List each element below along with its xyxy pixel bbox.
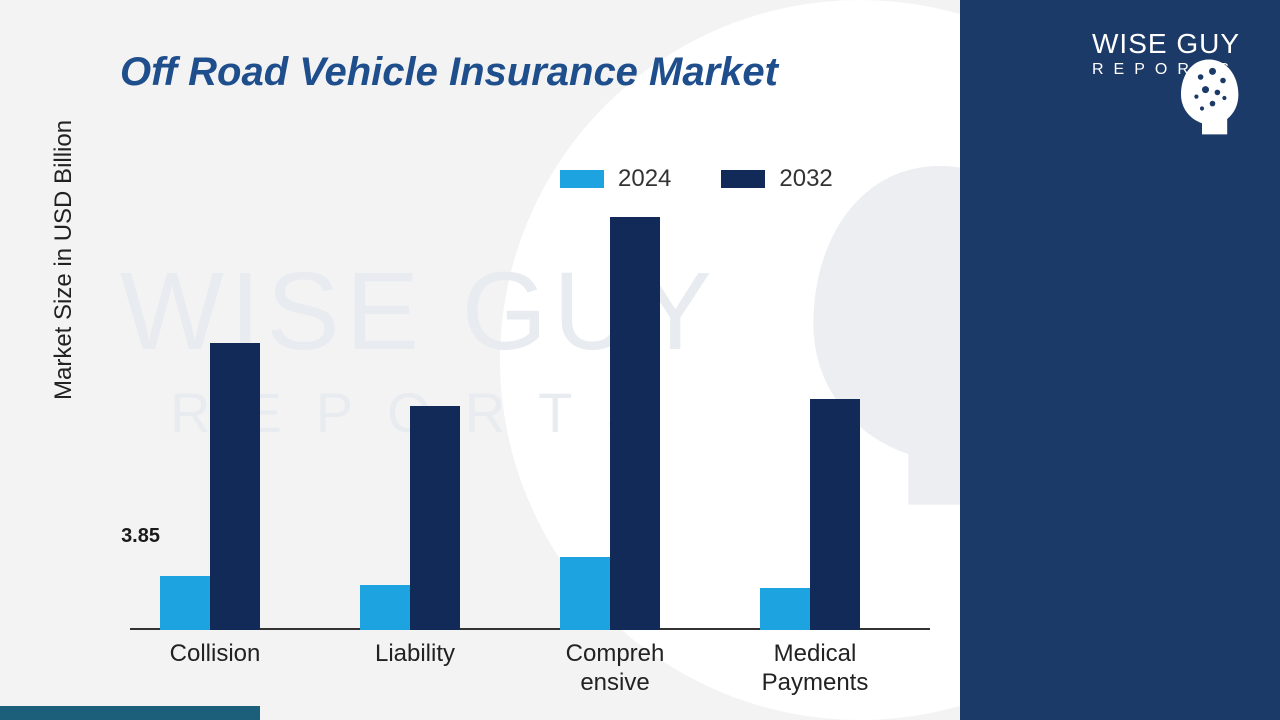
brand-line-1: WISE GUY (1092, 28, 1240, 59)
bar-2024 (160, 576, 210, 630)
bar-2024 (360, 585, 410, 630)
bar-2032 (210, 343, 260, 630)
legend-swatch-2032 (721, 170, 765, 188)
bar-2032 (610, 217, 660, 630)
y-axis-label: Market Size in USD Billion (50, 120, 78, 400)
chart-area: 3.85CollisionLiabilityComprehensiveMedic… (130, 210, 930, 630)
bottom-accent-bar (0, 706, 260, 720)
bar-value-label: 3.85 (121, 525, 160, 548)
bar-2024 (560, 557, 610, 630)
x-axis-category-label: Liability (335, 640, 495, 669)
brand-head-icon (1174, 56, 1244, 140)
page: WISE GUY REPORTS Off Road Vehicle Insura… (0, 0, 1280, 720)
bar-2032 (810, 399, 860, 630)
brand-logo: WISE GUY REPORTS (1092, 30, 1240, 78)
legend-item-2032: 2032 (721, 165, 832, 193)
legend-swatch-2024 (560, 170, 604, 188)
chart-title: Off Road Vehicle Insurance Market (120, 50, 778, 95)
legend: 2024 2032 (560, 165, 833, 193)
legend-item-2024: 2024 (560, 165, 671, 193)
x-axis-category-label: MedicalPayments (735, 640, 895, 698)
legend-label-2024: 2024 (618, 165, 671, 193)
bar-2024 (760, 588, 810, 630)
x-axis-category-label: Collision (135, 640, 295, 669)
legend-label-2032: 2032 (779, 165, 832, 193)
x-axis-category-label: Comprehensive (535, 640, 695, 698)
bar-2032 (410, 406, 460, 630)
